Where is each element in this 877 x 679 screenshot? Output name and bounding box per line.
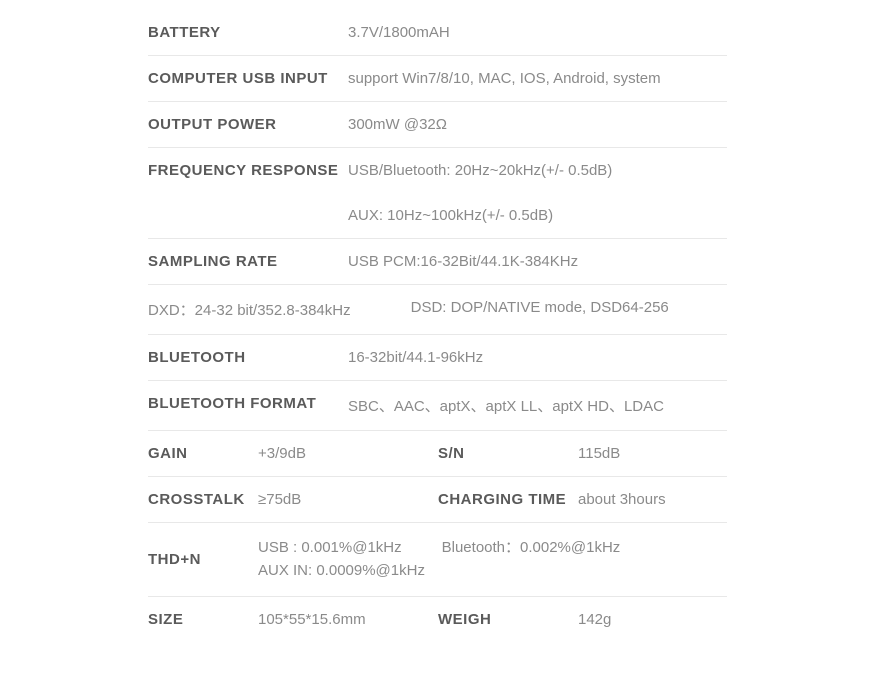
- label-thd: THD+N: [148, 551, 258, 568]
- value-thd-usb: USB : 0.001%@1kHz: [258, 537, 402, 560]
- label-size: SIZE: [148, 611, 258, 628]
- label-sampling-rate: SAMPLING RATE: [148, 253, 348, 270]
- value-weigh: 142g: [578, 611, 611, 628]
- value-gain: +3/9dB: [258, 445, 306, 462]
- value-size: 105*55*15.6mm: [258, 611, 366, 628]
- value-dxd: DXD：24-32 bit/352.8-384kHz: [148, 299, 351, 320]
- row-crosstalk-charging: CROSSTALK ≥75dB CHARGING TIME about 3hou…: [148, 477, 727, 523]
- value-usb-input: support Win7/8/10, MAC, IOS, Android, sy…: [348, 70, 661, 87]
- label-charging: CHARGING TIME: [438, 491, 578, 508]
- row-bluetooth: BLUETOOTH 16-32bit/44.1-96kHz: [148, 335, 727, 381]
- row-freq-response: FREQUENCY RESPONSE USB/Bluetooth: 20Hz~2…: [148, 148, 727, 193]
- value-charging: about 3hours: [578, 491, 666, 508]
- value-bluetooth: 16-32bit/44.1-96kHz: [348, 349, 483, 366]
- value-dsd: DSD: DOP/NATIVE mode, DSD64-256: [411, 299, 669, 320]
- value-freq-aux: AUX: 10Hz~100kHz(+/- 0.5dB): [148, 207, 553, 224]
- label-usb-input: COMPUTER USB INPUT: [148, 70, 348, 87]
- label-weigh: WEIGH: [438, 611, 578, 628]
- label-gain: GAIN: [148, 445, 258, 462]
- value-bt-format: SBC、AAC、aptX、aptX LL、aptX HD、LDAC: [348, 395, 664, 416]
- row-sampling-rate: SAMPLING RATE USB PCM:16-32Bit/44.1K-384…: [148, 239, 727, 285]
- value-thd-bt: Bluetooth：0.002%@1kHz: [442, 537, 621, 560]
- value-battery: 3.7V/1800mAH: [348, 24, 450, 41]
- row-usb-input: COMPUTER USB INPUT support Win7/8/10, MA…: [148, 56, 727, 102]
- label-battery: BATTERY: [148, 24, 348, 41]
- label-bluetooth: BLUETOOTH: [148, 349, 348, 366]
- value-thd: USB : 0.001%@1kHz Bluetooth：0.002%@1kHz …: [258, 537, 620, 582]
- row-size-weigh: SIZE 105*55*15.6mm WEIGH 142g: [148, 597, 727, 642]
- row-battery: BATTERY 3.7V/1800mAH: [148, 10, 727, 56]
- value-thd-aux: AUX IN: 0.0009%@1kHz: [258, 560, 620, 583]
- value-output-power: 300mW @32Ω: [348, 116, 447, 133]
- value-sampling-rate: USB PCM:16-32Bit/44.1K-384KHz: [348, 253, 578, 270]
- row-bt-format: BLUETOOTH FORMAT SBC、AAC、aptX、aptX LL、ap…: [148, 381, 727, 431]
- row-thd: THD+N USB : 0.001%@1kHz Bluetooth：0.002%…: [148, 523, 727, 597]
- row-dxd-dsd: DXD：24-32 bit/352.8-384kHz DSD: DOP/NATI…: [148, 285, 727, 335]
- value-crosstalk: ≥75dB: [258, 491, 301, 508]
- row-freq-aux: AUX: 10Hz~100kHz(+/- 0.5dB): [148, 193, 727, 239]
- label-output-power: OUTPUT POWER: [148, 116, 348, 133]
- label-bt-format: BLUETOOTH FORMAT: [148, 395, 348, 412]
- row-output-power: OUTPUT POWER 300mW @32Ω: [148, 102, 727, 148]
- spec-table: BATTERY 3.7V/1800mAH COMPUTER USB INPUT …: [0, 0, 877, 662]
- value-freq-response: USB/Bluetooth: 20Hz~20kHz(+/- 0.5dB): [348, 162, 612, 179]
- label-crosstalk: CROSSTALK: [148, 491, 258, 508]
- label-sn: S/N: [438, 445, 578, 462]
- value-sn: 115dB: [578, 445, 620, 462]
- label-freq-response: FREQUENCY RESPONSE: [148, 162, 348, 179]
- row-gain-sn: GAIN +3/9dB S/N 115dB: [148, 431, 727, 477]
